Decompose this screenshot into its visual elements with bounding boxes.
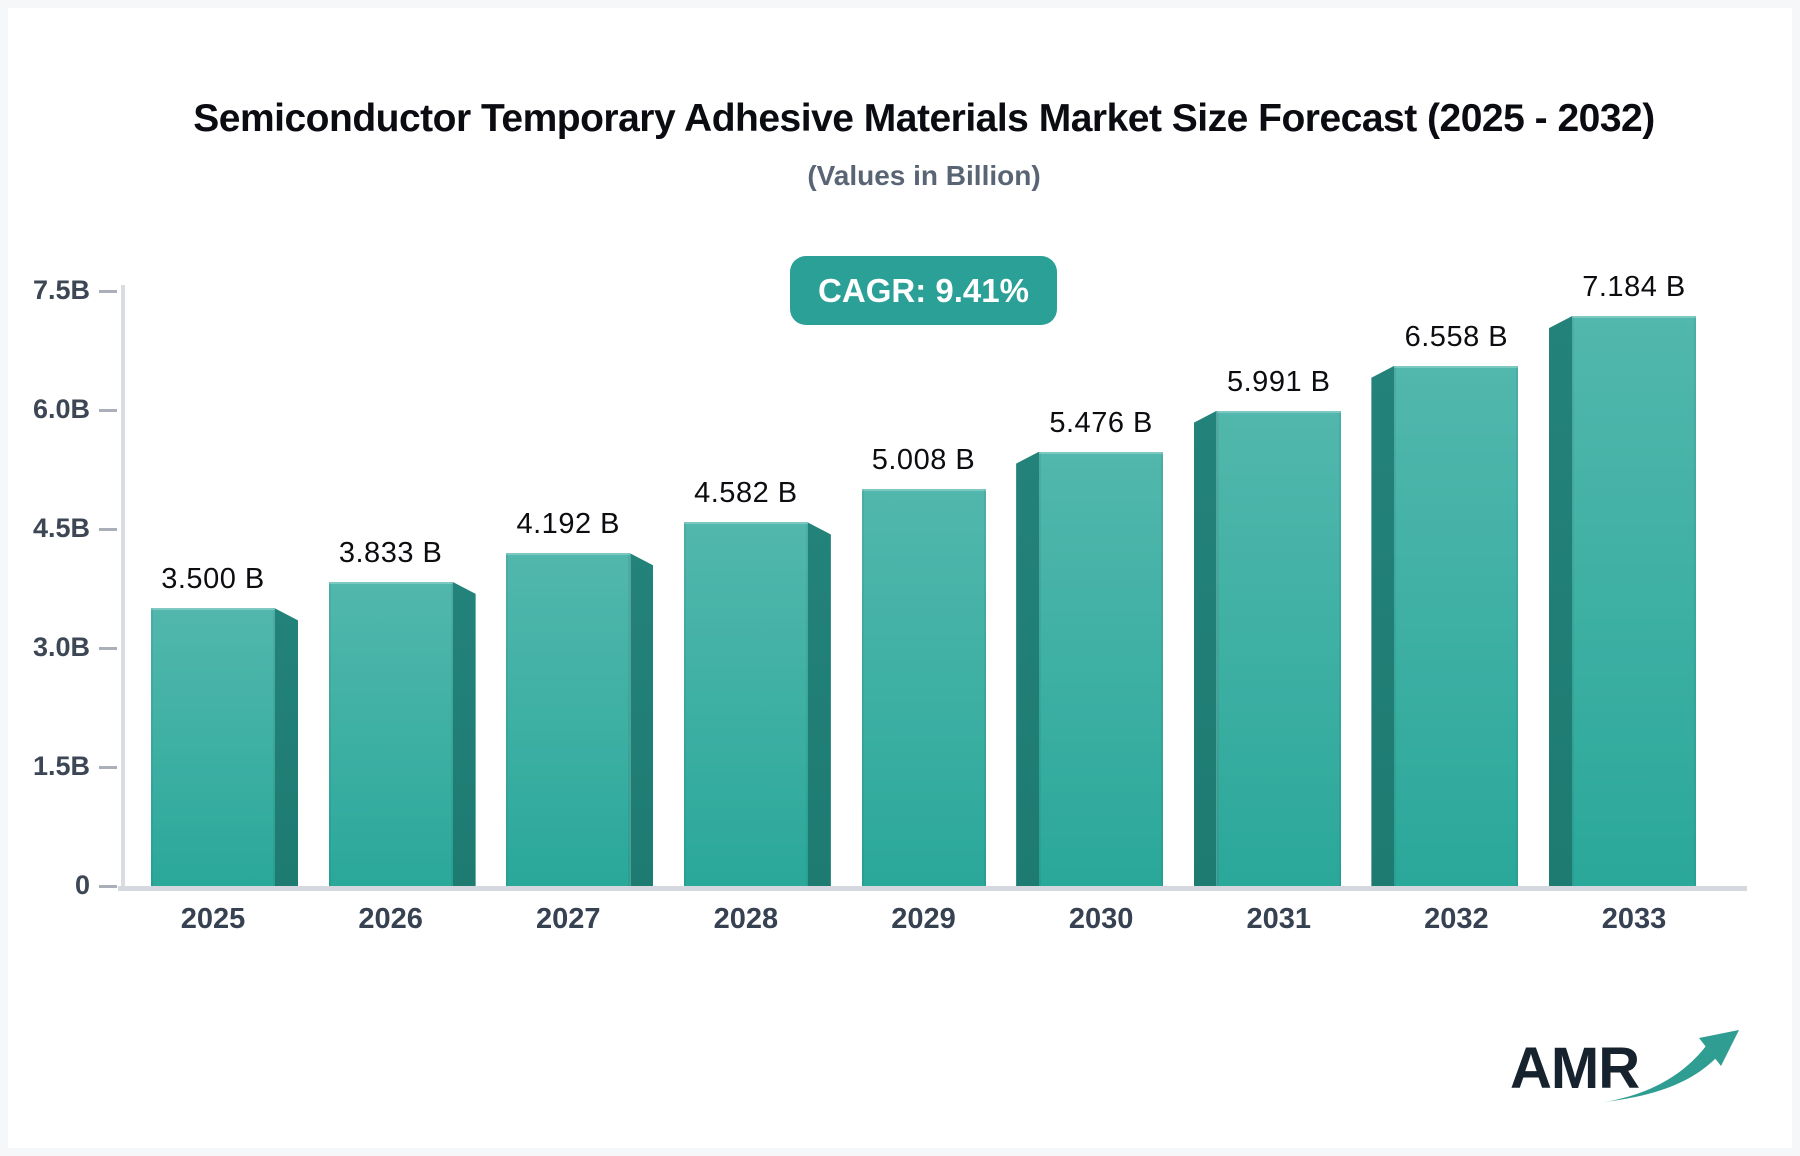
y-tick-dash bbox=[99, 885, 117, 888]
bar bbox=[328, 581, 453, 886]
chart-subtitle: (Values in Billion) bbox=[807, 160, 1041, 191]
x-tick-label: 2025 bbox=[180, 903, 246, 935]
cagr-badge-label: CAGR: 9.41% bbox=[818, 271, 1029, 309]
bar-value-label: 5.476 B bbox=[1049, 406, 1153, 439]
bar bbox=[151, 608, 275, 886]
x-tick-label: 2027 bbox=[535, 903, 601, 935]
x-tick-label: 2026 bbox=[358, 903, 423, 935]
bar-side bbox=[630, 553, 654, 886]
bar-value-label: 4.582 B bbox=[694, 477, 798, 510]
y-tick-dash bbox=[99, 409, 117, 412]
y-tick-dash bbox=[99, 290, 117, 293]
chart-title: Semiconductor Temporary Adhesive Materia… bbox=[193, 97, 1655, 140]
x-tick-label: 2028 bbox=[713, 903, 779, 935]
bar-side bbox=[452, 581, 476, 886]
amr-logo: AMR bbox=[1510, 1026, 1760, 1110]
bar-side bbox=[1193, 410, 1217, 886]
bar bbox=[1572, 316, 1696, 886]
y-tick-label: 0 bbox=[74, 870, 90, 900]
bar bbox=[861, 488, 986, 886]
x-tick-label: 2033 bbox=[1601, 903, 1667, 935]
bar-value-label: 6.558 B bbox=[1404, 320, 1509, 353]
chart-card: Semiconductor Temporary Adhesive Materia… bbox=[8, 8, 1792, 1148]
cagr-badge: CAGR: 9.41% bbox=[790, 256, 1057, 325]
y-tick-dash bbox=[99, 647, 117, 650]
y-tick-dash bbox=[99, 528, 117, 531]
y-tick-label: 1.5B bbox=[32, 751, 90, 781]
bar bbox=[1216, 410, 1341, 886]
y-tick-label: 7.5B bbox=[32, 275, 90, 305]
y-axis-line bbox=[121, 285, 125, 886]
bar-side bbox=[807, 522, 831, 886]
bar bbox=[1394, 365, 1519, 886]
bar-value-label: 5.991 B bbox=[1227, 365, 1331, 398]
y-tick-label: 3.0B bbox=[32, 632, 90, 662]
y-tick-dash bbox=[99, 766, 117, 769]
bar-value-label: 4.192 B bbox=[516, 508, 620, 541]
y-tick-label: 6.0B bbox=[32, 394, 90, 424]
bar bbox=[1039, 451, 1164, 886]
bar-value-label: 7.184 B bbox=[1582, 271, 1686, 304]
x-tick-label: 2030 bbox=[1068, 903, 1134, 935]
x-axis-line bbox=[118, 886, 1747, 891]
x-tick-label: 2031 bbox=[1246, 903, 1311, 935]
bar-value-label: 3.500 B bbox=[161, 563, 265, 596]
bar bbox=[683, 522, 808, 886]
bar-side bbox=[1549, 316, 1572, 886]
bar-value-label: 5.008 B bbox=[871, 443, 976, 476]
bar-side bbox=[275, 608, 298, 886]
x-tick-label: 2032 bbox=[1424, 903, 1489, 935]
bar-side bbox=[1371, 365, 1395, 886]
trend-up-arrow-icon bbox=[1604, 1030, 1739, 1102]
x-tick-label: 2029 bbox=[891, 903, 956, 935]
bar-value-label: 3.833 B bbox=[338, 536, 443, 569]
bar bbox=[506, 553, 631, 886]
bar-side bbox=[1016, 451, 1040, 886]
y-tick-label: 4.5B bbox=[32, 513, 90, 543]
amr-logo-text: AMR bbox=[1510, 1036, 1640, 1101]
